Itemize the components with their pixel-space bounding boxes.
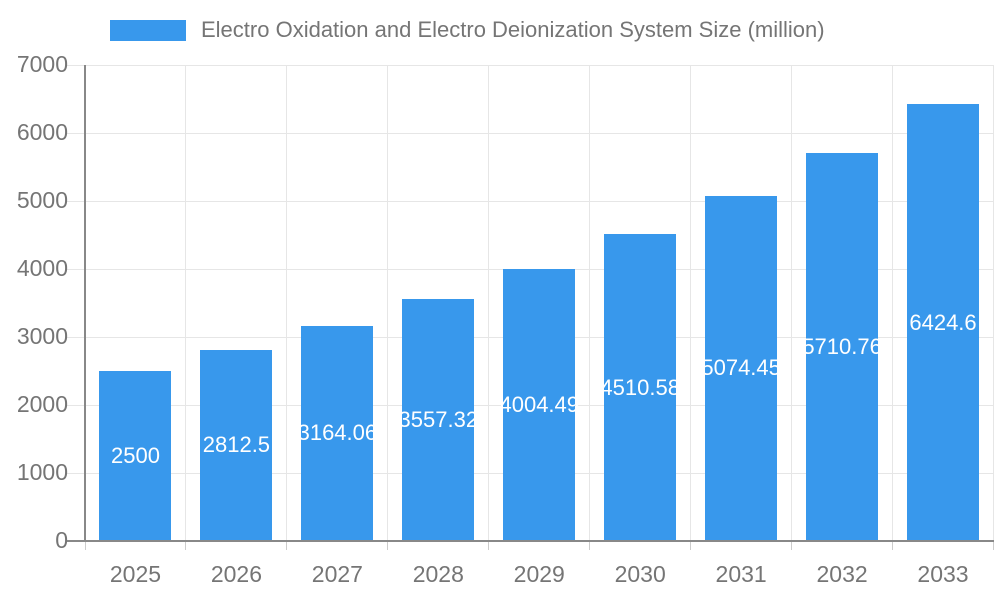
bar-value-label: 4004.49: [499, 391, 580, 417]
gridline-vertical: [589, 65, 591, 541]
x-axis-tick-label: 2031: [715, 561, 767, 587]
bar-value-label: 2812.5: [202, 432, 271, 458]
y-axis-tick-label: 2000: [16, 390, 68, 417]
gridline-horizontal: [67, 132, 994, 134]
bar-2026[interactable]: [200, 349, 273, 541]
x-axis-tick-label: 2027: [311, 561, 363, 587]
legend-label: Electro Oxidation and Electro Deionizati…: [201, 17, 825, 42]
bar-2033[interactable]: [907, 104, 980, 541]
x-axis-tick: [892, 541, 894, 550]
bar-value-label: 3164.06: [297, 420, 378, 446]
x-axis-tick: [589, 541, 591, 550]
gridline-vertical: [488, 65, 490, 541]
gridline-horizontal: [67, 200, 994, 202]
x-axis-tick: [488, 541, 490, 550]
gridline-horizontal: [67, 64, 994, 66]
bar-2030[interactable]: [604, 234, 677, 541]
gridline-vertical: [286, 65, 288, 541]
x-axis-tick: [387, 541, 389, 550]
gridline-vertical: [387, 65, 389, 541]
bar-value-label: 6424.6: [909, 309, 977, 335]
y-axis-tick-label: 0: [55, 526, 68, 553]
x-axis-tick-label: 2029: [513, 561, 565, 587]
x-axis-tick: [690, 541, 692, 550]
legend-item[interactable]: Electro Oxidation and Electro Deionizati…: [110, 17, 825, 42]
y-axis-tick-label: 7000: [16, 50, 68, 77]
x-axis-tick-label: 2032: [816, 561, 868, 587]
y-axis-tick-label: 4000: [16, 254, 68, 281]
bar-2027[interactable]: [301, 325, 374, 541]
x-axis-tick-label: 2028: [412, 561, 464, 587]
bar-2032[interactable]: [806, 152, 879, 541]
x-axis-tick: [791, 541, 793, 550]
bar-value-label: 5074.45: [701, 355, 781, 381]
legend-swatch: [110, 19, 186, 41]
bar-value-label: 4510.58: [600, 374, 680, 400]
bar-value-label: 3557.32: [398, 407, 479, 433]
x-axis-tick-label: 2030: [614, 561, 666, 587]
x-axis-tick-label: 2033: [917, 561, 969, 587]
x-axis-tick-label: 2025: [109, 561, 162, 587]
bar-2031[interactable]: [705, 195, 778, 541]
bar-value-label: 5710.76: [802, 333, 882, 359]
x-axis-tick: [84, 541, 86, 550]
y-axis-tick-label: 1000: [16, 458, 68, 485]
gridline-vertical: [892, 65, 894, 541]
x-axis-tick: [993, 541, 994, 550]
bar-value-label: 2500: [110, 443, 160, 468]
gridline-vertical: [185, 65, 187, 541]
bar-2025[interactable]: [99, 371, 172, 541]
bar-2028[interactable]: [402, 299, 475, 541]
x-axis-tick-label: 2026: [210, 561, 262, 587]
y-axis-tick-label: 6000: [16, 118, 68, 145]
gridline-vertical: [690, 65, 692, 541]
gridline-vertical: [791, 65, 793, 541]
y-axis-line: [84, 65, 86, 542]
x-axis-line: [67, 540, 994, 542]
y-axis-tick-label: 5000: [16, 186, 68, 213]
x-axis-tick: [286, 541, 288, 550]
x-axis-tick: [185, 541, 187, 550]
bar-2029[interactable]: [503, 268, 576, 541]
y-axis-tick-label: 3000: [16, 322, 68, 349]
gridline-vertical: [993, 65, 994, 541]
